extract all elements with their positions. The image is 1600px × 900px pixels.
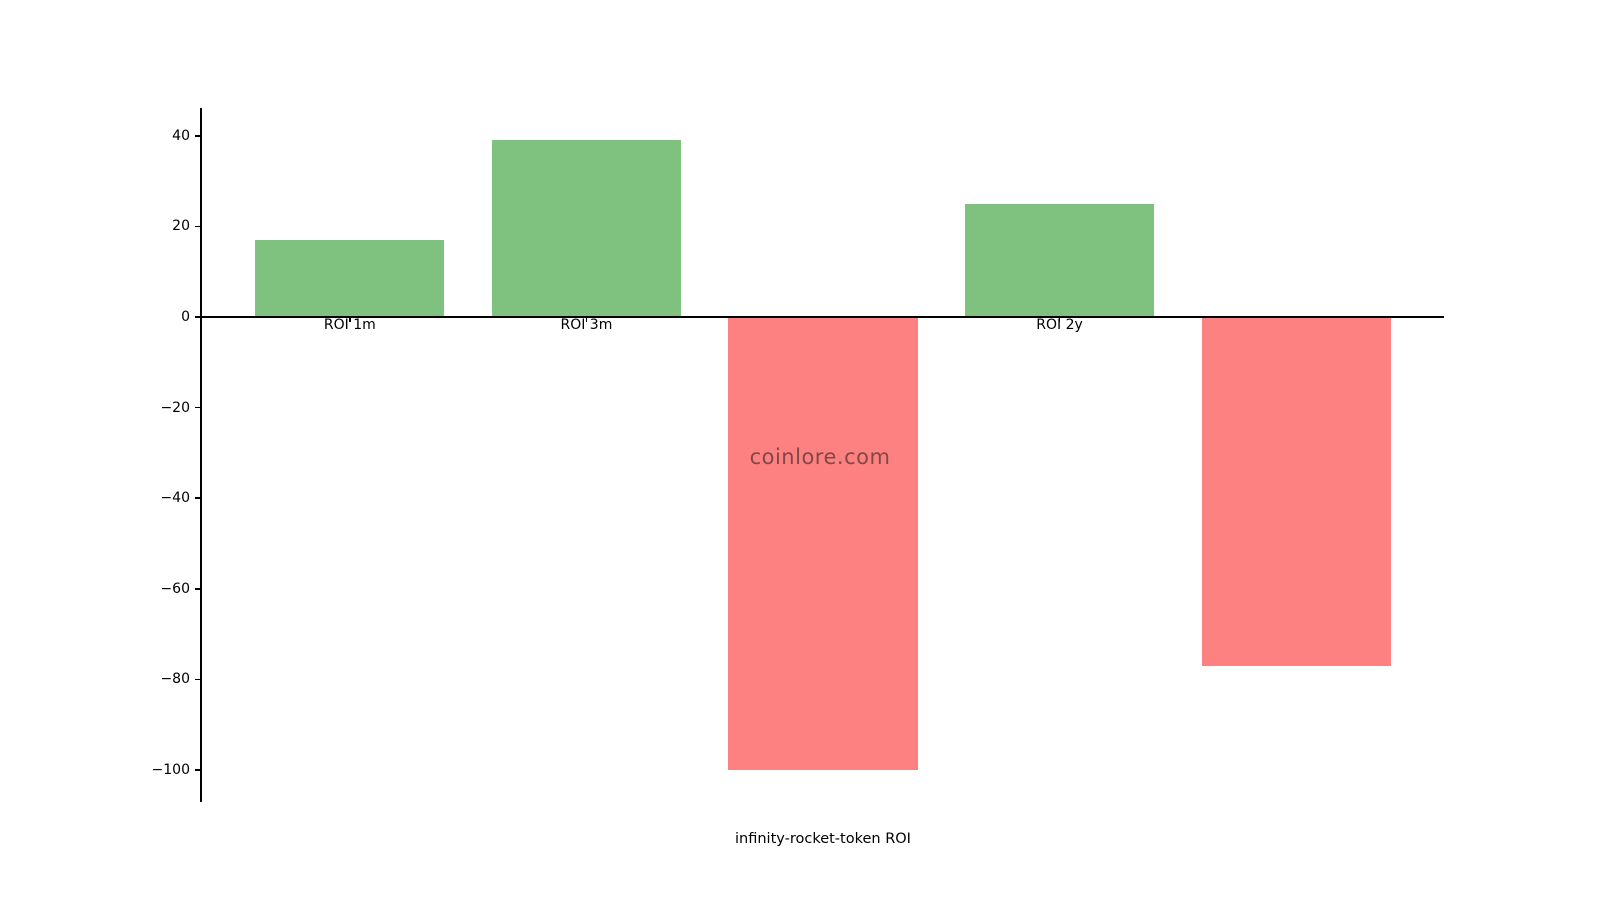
y-tick-label: 40	[172, 127, 190, 144]
y-tick-mark	[195, 497, 201, 499]
y-tick-mark	[195, 769, 201, 771]
chart-title: infinity-rocket-token ROI	[735, 831, 911, 847]
x-tick-label: ROI 2y	[1036, 317, 1083, 333]
bar-roi-2y	[964, 203, 1155, 317]
y-tick-mark	[195, 678, 201, 681]
y-tick-label: 20	[172, 218, 190, 235]
y-tick-label: −20	[160, 399, 190, 416]
x-axis-zero-line	[202, 316, 1444, 318]
y-tick-mark	[195, 588, 201, 590]
bar-roi-3m	[491, 140, 682, 317]
y-axis-spine	[200, 108, 202, 802]
y-tick-label: −80	[160, 671, 190, 688]
x-tick-mark	[1058, 317, 1061, 322]
x-tick-label: ROI 1m	[323, 317, 376, 333]
x-tick-mark	[349, 317, 351, 322]
x-tick-mark	[585, 317, 588, 322]
y-tick-mark	[195, 225, 201, 228]
y-tick-mark	[195, 316, 201, 318]
y-tick-label: 0	[181, 309, 190, 325]
bar-roi-1m	[255, 239, 445, 317]
bar-hidden-label	[728, 317, 918, 770]
bar-hidden-label	[1201, 317, 1391, 666]
y-tick-label: −60	[160, 580, 190, 597]
y-tick-mark	[195, 135, 201, 137]
y-tick-label: −100	[151, 762, 190, 778]
y-tick-mark	[195, 406, 201, 409]
watermark-text: coinlore.com	[749, 445, 891, 469]
x-tick-label: ROI 3m	[560, 317, 613, 333]
y-tick-label: −40	[160, 490, 190, 507]
